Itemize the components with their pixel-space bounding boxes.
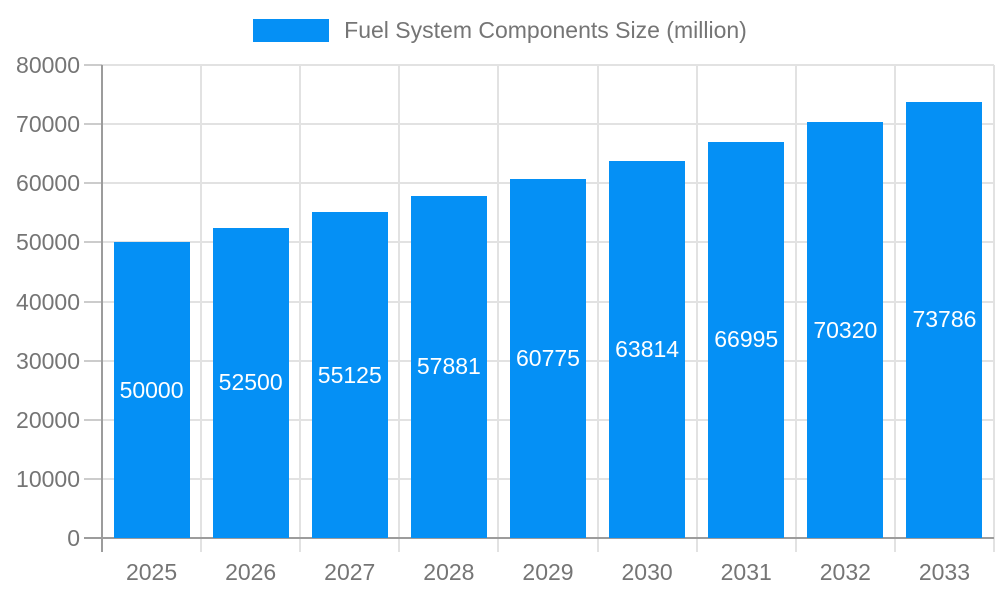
y-axis-label: 0 bbox=[67, 525, 80, 551]
y-axis-label: 80000 bbox=[16, 52, 80, 78]
bar-value-label: 52500 bbox=[218, 369, 283, 396]
y-axis-label: 10000 bbox=[16, 465, 80, 492]
y-axis-label: 30000 bbox=[16, 347, 80, 374]
x-axis-label: 2030 bbox=[621, 559, 673, 585]
bar[interactable]: 52500 bbox=[212, 227, 289, 538]
bar[interactable]: 55125 bbox=[311, 212, 388, 538]
y-axis-tick bbox=[84, 359, 102, 362]
bar-value-label: 70320 bbox=[813, 316, 878, 343]
x-axis-label: 2033 bbox=[918, 559, 971, 585]
x-axis-label: 2027 bbox=[324, 559, 376, 585]
bar-value-label: 60775 bbox=[516, 344, 580, 371]
y-axis-label: 70000 bbox=[16, 111, 80, 138]
bar-value-label: 57881 bbox=[416, 353, 481, 380]
y-axis-tick bbox=[84, 300, 102, 303]
y-axis-tick bbox=[84, 123, 102, 126]
bar-value-label: 73786 bbox=[912, 306, 977, 333]
v-gridline bbox=[993, 65, 995, 552]
bar[interactable]: 60775 bbox=[510, 178, 586, 538]
x-axis-label: 2029 bbox=[522, 559, 574, 585]
y-axis-tick bbox=[84, 477, 102, 480]
x-axis-label: 2031 bbox=[720, 559, 772, 585]
y-axis-tick bbox=[84, 182, 102, 185]
y-axis-label: 40000 bbox=[16, 288, 80, 315]
bar-value-label: 55125 bbox=[317, 361, 382, 388]
bar[interactable]: 73786 bbox=[906, 101, 983, 538]
v-gridline bbox=[200, 65, 203, 552]
y-axis-tick bbox=[84, 64, 102, 66]
bar[interactable]: 57881 bbox=[410, 195, 487, 538]
v-gridline bbox=[893, 65, 896, 552]
x-axis-label: 2026 bbox=[225, 559, 277, 585]
v-gridline bbox=[695, 65, 698, 552]
v-gridline bbox=[299, 65, 302, 552]
bar-value-label: 63814 bbox=[615, 335, 680, 362]
bar[interactable]: 70320 bbox=[807, 122, 884, 538]
y-axis-label: 50000 bbox=[16, 229, 80, 256]
y-axis-line bbox=[101, 65, 103, 552]
x-axis-label: 2025 bbox=[125, 559, 178, 585]
y-axis-tick bbox=[84, 241, 102, 244]
v-gridline bbox=[596, 65, 599, 552]
v-gridline bbox=[398, 65, 401, 552]
legend-swatch bbox=[253, 19, 330, 42]
legend-label: Fuel System Components Size (million) bbox=[344, 17, 747, 43]
x-axis-label: 2032 bbox=[819, 559, 871, 585]
bar[interactable]: 63814 bbox=[609, 160, 686, 538]
x-axis-label: 2028 bbox=[423, 559, 475, 585]
bar[interactable]: 66995 bbox=[708, 141, 785, 538]
bar-value-label: 66995 bbox=[714, 326, 779, 353]
v-gridline bbox=[794, 65, 797, 552]
y-axis-label: 60000 bbox=[16, 170, 80, 197]
x-axis-line bbox=[84, 537, 994, 539]
bar[interactable]: 50000 bbox=[113, 242, 190, 538]
legend[interactable]: Fuel System Components Size (million) bbox=[0, 17, 1000, 44]
h-gridline bbox=[102, 64, 994, 66]
v-gridline bbox=[497, 65, 500, 552]
y-axis-tick bbox=[84, 418, 102, 421]
y-axis-label: 20000 bbox=[16, 406, 80, 433]
h-gridline bbox=[102, 123, 994, 126]
bar-value-label: 50000 bbox=[119, 376, 184, 403]
